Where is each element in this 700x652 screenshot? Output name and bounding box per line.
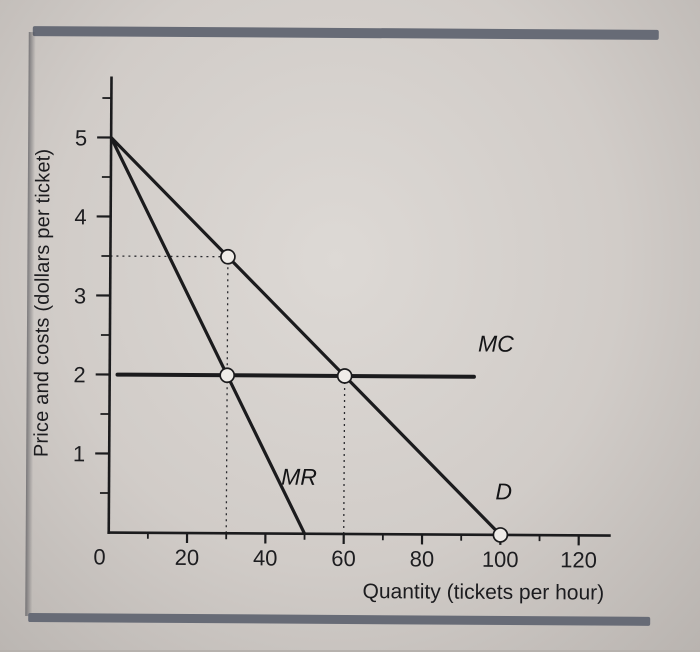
- marker-point: [220, 368, 234, 382]
- x-tick-label: 80: [410, 546, 435, 571]
- marker-point: [221, 250, 235, 264]
- series-MR-label: MR: [281, 464, 317, 490]
- series-MC-curve: [118, 375, 474, 377]
- y-axis: [109, 77, 112, 534]
- x-tick-label: 60: [331, 546, 356, 571]
- y-tick-label: 5: [75, 125, 87, 150]
- x-axis: [107, 533, 610, 536]
- series-D-label: D: [495, 478, 512, 504]
- marker-point: [493, 528, 507, 542]
- x-tick-label: 100: [482, 547, 519, 572]
- guide-line-vertical: [344, 376, 345, 534]
- marker-point: [338, 369, 352, 383]
- x-axis-title: Quantity (tickets per hour): [333, 580, 633, 606]
- x-tick-label: 20: [175, 545, 200, 570]
- y-tick-label: 3: [74, 283, 86, 308]
- x-tick-label: 0: [93, 544, 105, 569]
- guide-line-vertical: [226, 257, 228, 533]
- y-tick-label: 2: [73, 362, 85, 387]
- y-tick-label: 4: [74, 204, 86, 229]
- x-tick-label: 120: [560, 547, 597, 572]
- y-tick-label: 1: [73, 441, 85, 466]
- series-MR-curve: [109, 138, 307, 534]
- y-axis-title: Price and costs (dollars per ticket): [27, 70, 60, 536]
- x-tick-label: 40: [253, 545, 278, 570]
- series-MC-label: MC: [478, 331, 514, 357]
